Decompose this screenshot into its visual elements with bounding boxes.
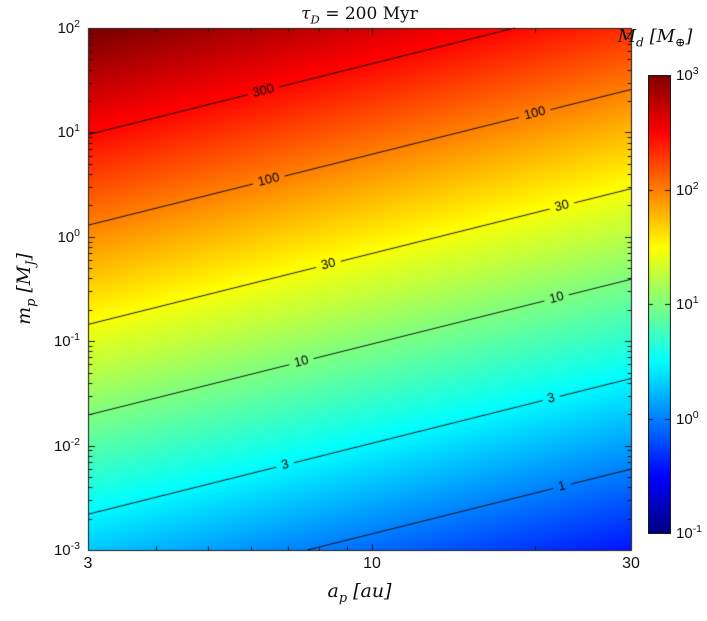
- tick-exponent: 1: [692, 294, 699, 306]
- tick-base: 10: [53, 333, 71, 350]
- title-symbol: τ: [301, 4, 311, 24]
- x-tick-label: 10: [363, 555, 381, 572]
- tick-exponent: -1: [692, 523, 703, 535]
- cb-label-bracket-close: ]: [685, 26, 693, 47]
- tick-base: 10: [676, 411, 693, 428]
- y-label-unit-subscript: J: [23, 260, 39, 266]
- colorbar-tick-label: 100: [676, 409, 699, 428]
- y-label-symbol: m: [13, 306, 35, 325]
- x-axis-label: ap [au]: [88, 580, 631, 606]
- tick-base: 10: [676, 182, 693, 199]
- y-axis-label: mp [MJ]: [13, 191, 39, 387]
- tick-base: 10: [57, 229, 75, 246]
- tick-exponent: 1: [74, 122, 80, 134]
- tick-exponent: -1: [70, 331, 80, 343]
- tick-base: 10: [53, 438, 71, 455]
- y-tick-label: 102: [20, 18, 80, 37]
- tick-base: 10: [676, 296, 693, 313]
- colorbar-tick-label: 101: [676, 294, 699, 313]
- y-tick-label: 10-3: [20, 540, 80, 559]
- tick-base: 10: [676, 525, 693, 542]
- cb-label-symbol: M: [617, 26, 637, 47]
- x-label-unit: [au]: [347, 580, 392, 602]
- y-tick-label: 10-2: [20, 436, 80, 455]
- tick-base: 10: [57, 20, 75, 37]
- y-tick-label: 10-1: [20, 331, 80, 350]
- tick-base: 10: [57, 124, 75, 141]
- tick-base: 10: [676, 67, 693, 84]
- y-label-bracket-close: ]: [13, 253, 35, 261]
- x-tick-label: 3: [83, 555, 93, 572]
- x-tick-label: 30: [622, 555, 640, 572]
- tick-base: 10: [53, 542, 71, 559]
- cb-label-unit-symbol: M: [656, 26, 676, 47]
- y-label-subscript: p: [23, 298, 39, 307]
- plot-title: τD = 200 Myr: [88, 4, 631, 26]
- tick-exponent: -3: [70, 540, 80, 552]
- y-tick-label: 100: [20, 227, 80, 246]
- title-text: = 200 Myr: [319, 4, 418, 24]
- tick-exponent: 0: [74, 227, 80, 239]
- colorbar: [648, 75, 671, 534]
- tick-exponent: -2: [70, 436, 80, 448]
- x-label-symbol: a: [327, 580, 339, 602]
- y-label-unit-symbol: M: [13, 265, 35, 286]
- y-label-bracket: [: [13, 285, 35, 299]
- title-subscript: D: [310, 12, 320, 27]
- cb-label-bracket: [: [643, 26, 657, 47]
- tick-exponent: 3: [692, 65, 699, 77]
- cb-label-subscript: d: [636, 35, 644, 50]
- colorbar-tick-label: 103: [676, 65, 699, 84]
- colorbar-tick-label: 102: [676, 180, 699, 199]
- tick-exponent: 2: [692, 180, 699, 192]
- colorbar-tick-label: 10-1: [676, 523, 702, 542]
- colorbar-label: Md [M⊕]: [603, 26, 707, 50]
- tick-exponent: 0: [692, 409, 699, 421]
- y-tick-label: 101: [20, 122, 80, 141]
- cb-label-earth-symbol: ⊕: [675, 35, 686, 50]
- tick-exponent: 2: [74, 18, 80, 30]
- x-label-subscript: p: [338, 590, 348, 606]
